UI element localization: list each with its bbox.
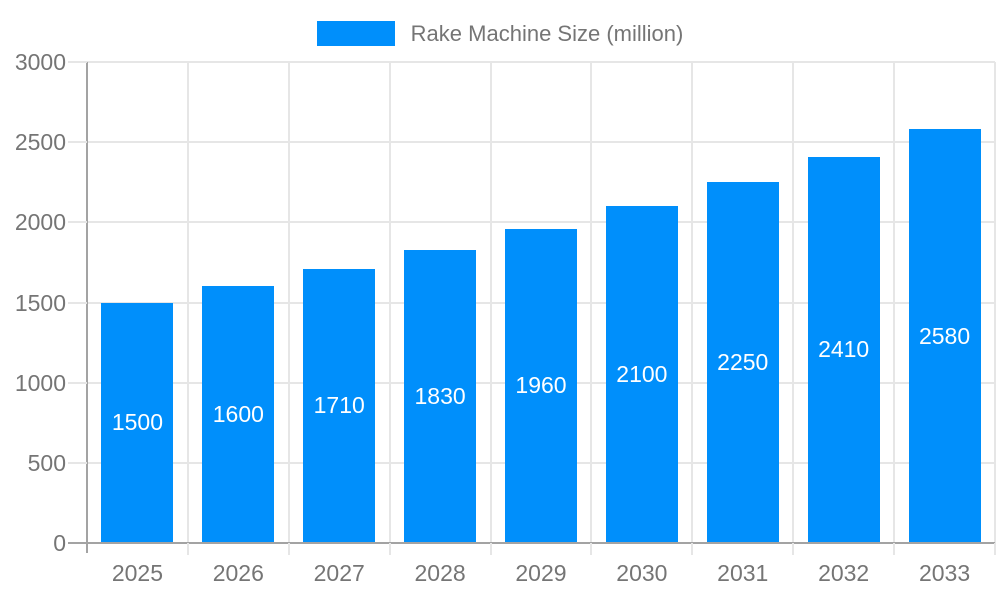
x-grid-line <box>893 62 896 543</box>
bar-value-label: 2580 <box>918 322 971 349</box>
x-tick <box>792 543 795 555</box>
x-tick-label: 2031 <box>717 560 769 586</box>
x-grid-line <box>590 62 593 543</box>
x-grid-line <box>287 62 290 543</box>
plot-area: 1500 1600 1710 1830 1960 2100 2250 2410 2580 <box>87 61 996 543</box>
bar[interactable]: 1830 <box>404 249 477 543</box>
bar[interactable]: 2100 <box>605 206 678 543</box>
bar[interactable]: 2250 <box>706 182 779 543</box>
y-tick <box>68 461 87 464</box>
legend-label: Rake Machine Size (million) <box>410 21 684 46</box>
y-tick-label: 2500 <box>14 129 66 156</box>
x-tick <box>691 543 694 555</box>
y-grid-line <box>87 61 995 63</box>
x-grid-line <box>186 62 189 543</box>
bar[interactable]: 1960 <box>505 228 577 543</box>
x-tick-label: 2027 <box>313 560 365 586</box>
x-tick <box>489 543 492 555</box>
legend-swatch <box>316 21 395 46</box>
x-axis-line <box>68 542 995 544</box>
x-tick <box>893 543 896 555</box>
y-tick <box>68 381 87 384</box>
x-tick-label: 2028 <box>414 560 466 586</box>
x-tick-label: 2032 <box>818 560 870 586</box>
bar-value-label: 2100 <box>616 361 668 388</box>
bar-value-label: 2250 <box>717 349 769 376</box>
y-grid-line <box>87 141 995 144</box>
bar[interactable]: 2410 <box>807 156 880 543</box>
x-tick-label: 2030 <box>616 560 668 586</box>
bar[interactable]: 1500 <box>101 302 174 543</box>
bar-value-label: 1710 <box>313 392 365 419</box>
y-grid-line <box>87 221 995 224</box>
y-tick-label: 1000 <box>14 369 66 396</box>
bar[interactable]: 2580 <box>908 129 981 543</box>
bar-value-label: 1960 <box>515 372 567 399</box>
x-tick <box>994 543 996 555</box>
y-tick-label: 2000 <box>14 209 66 236</box>
bar-value-label: 1600 <box>212 401 264 428</box>
x-tick <box>186 543 189 555</box>
y-tick-label: 1500 <box>14 289 66 316</box>
bar-value-label: 2410 <box>818 336 870 363</box>
bar-value-label: 1500 <box>111 409 164 436</box>
x-tick-label: 2033 <box>918 560 971 586</box>
x-tick-label: 2029 <box>515 560 567 586</box>
x-grid-line <box>792 62 795 543</box>
legend-item[interactable]: Rake Machine Size (million) <box>0 20 1000 47</box>
y-axis-line <box>86 62 88 553</box>
y-tick <box>68 301 87 304</box>
x-tick <box>388 543 391 555</box>
x-grid-line <box>994 62 996 543</box>
y-tick-label: 500 <box>27 449 66 476</box>
bar[interactable]: 1600 <box>202 286 275 543</box>
x-grid-line <box>691 62 694 543</box>
x-tick <box>590 543 593 555</box>
x-tick <box>287 543 290 555</box>
y-tick <box>68 61 87 63</box>
bar-value-label: 1830 <box>414 382 466 409</box>
bar[interactable]: 1710 <box>303 268 376 543</box>
y-tick-label: 3000 <box>14 49 66 75</box>
x-grid-line <box>388 62 391 543</box>
y-tick <box>68 141 87 144</box>
x-tick-label: 2025 <box>111 560 164 586</box>
x-grid-line <box>489 62 492 543</box>
y-tick-label: 0 <box>53 530 66 556</box>
x-tick-label: 2026 <box>212 560 264 586</box>
y-tick <box>68 221 87 224</box>
